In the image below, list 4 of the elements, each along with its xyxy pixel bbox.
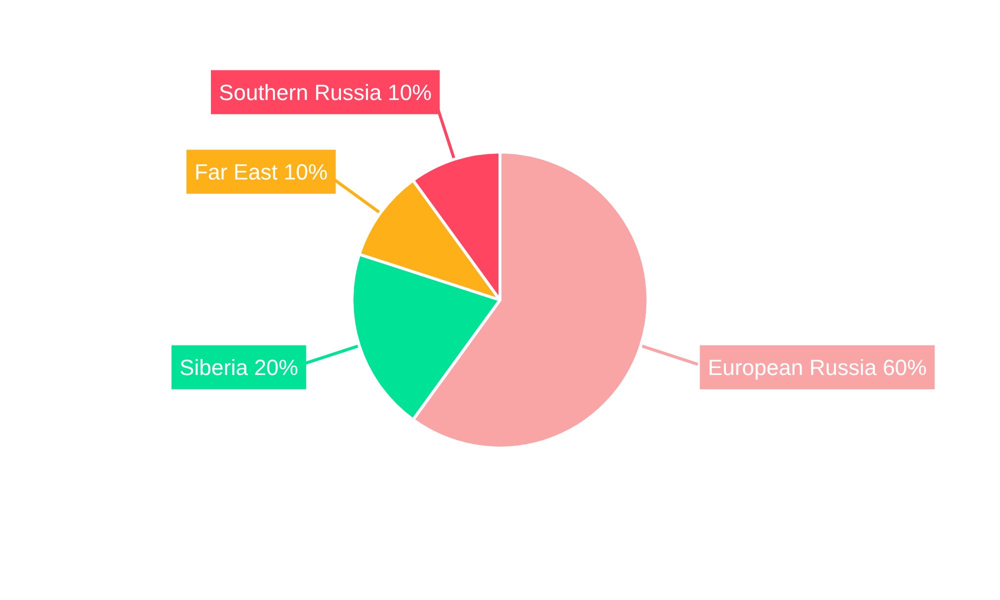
slice-label: European Russia 60% — [708, 354, 927, 380]
slice-label: Siberia 20% — [180, 354, 298, 380]
slice-label: Far East 10% — [194, 159, 328, 184]
slice-label: Southern Russia 10% — [218, 80, 432, 105]
